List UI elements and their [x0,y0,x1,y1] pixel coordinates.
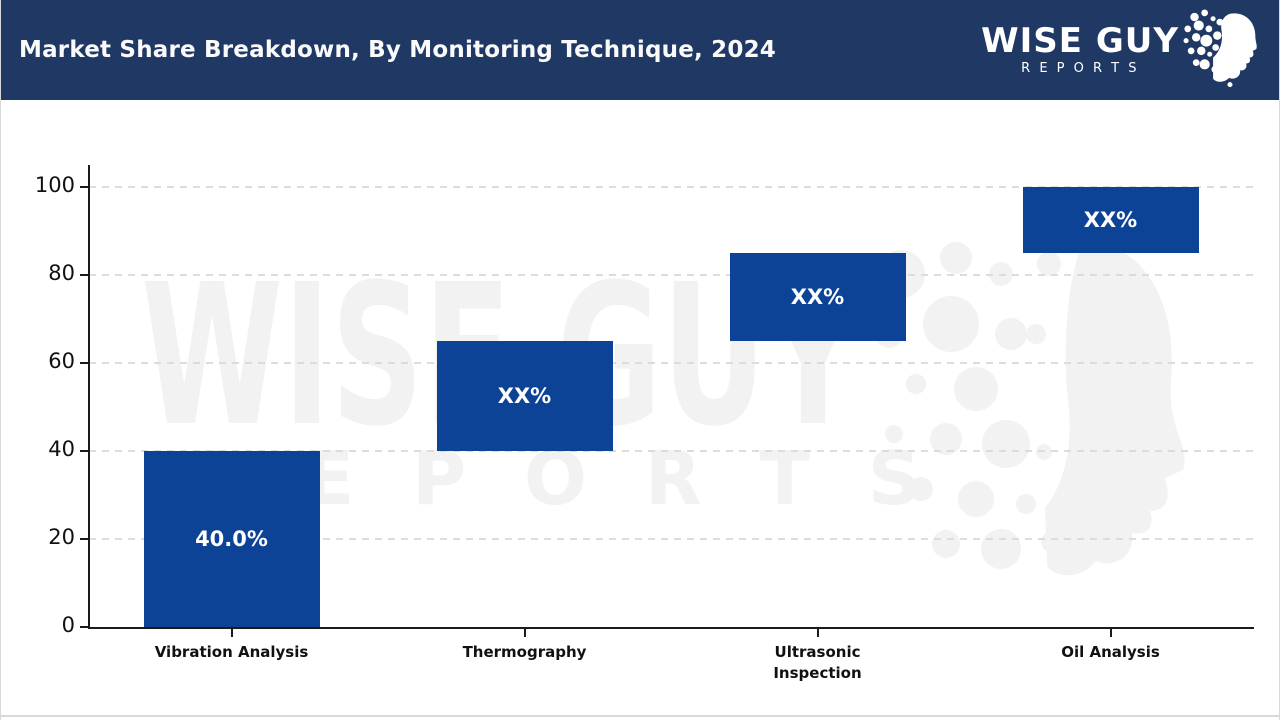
x-category-label: Vibration Analysis [154,643,309,661]
grid-line [89,538,1254,540]
bar: 40.0% [143,451,320,627]
chart-area: WISE GUY R E P O R T S 0 20 40 60 80 100 40.0%… [1,100,1280,716]
y-tick-label: 40 [48,437,75,461]
bottom-border [1,715,1280,717]
bar-value-label: 40.0% [195,527,268,551]
y-axis-line [88,165,90,629]
bar-value-label: XX% [790,285,845,309]
y-tick-label: 100 [34,173,75,197]
grid-line [89,186,1254,188]
y-tick-label: 0 [61,613,75,637]
wiseguy-logo: WISE GUY R E P O R T S [981,8,1257,92]
watermark-head-graphic [875,240,1185,576]
logo-head-icon [1183,9,1257,88]
bar: XX% [729,253,906,341]
y-tick-label: 20 [48,525,75,549]
x-axis-tick [523,629,526,637]
header-bar: Market Share Breakdown, By Monitoring Te… [1,0,1279,100]
bar: XX% [436,341,613,451]
bar-value-label: XX% [497,384,552,408]
logo-subtitle: R E P O R T S [1021,61,1139,77]
x-category-label: Thermography [462,643,587,661]
x-axis-line [88,627,1254,629]
grid-line [89,274,1254,276]
y-axis-tick [80,538,89,540]
logo-wordmark: WISE GUY [981,20,1179,61]
y-axis-tick [80,626,89,628]
x-axis-tick [816,629,819,637]
x-axis-tick [1109,629,1112,637]
y-tick-label: 80 [48,261,75,285]
x-category-label: Ultrasonic Inspection [773,643,862,682]
y-axis-tick [80,450,89,452]
logo-text: WISE GUY R E P O R T S [981,20,1179,77]
grid-line [89,450,1254,452]
y-axis-tick [80,274,89,276]
y-axis-tick [80,186,89,188]
y-tick-label: 60 [48,349,75,373]
x-category-label: Oil Analysis [1061,643,1160,661]
grid-line [89,362,1254,364]
page-title: Market Share Breakdown, By Monitoring Te… [19,37,776,63]
bar-value-label: XX% [1083,208,1138,232]
x-axis-tick [230,629,233,637]
y-axis-tick [80,362,89,364]
bar: XX% [1022,187,1199,253]
